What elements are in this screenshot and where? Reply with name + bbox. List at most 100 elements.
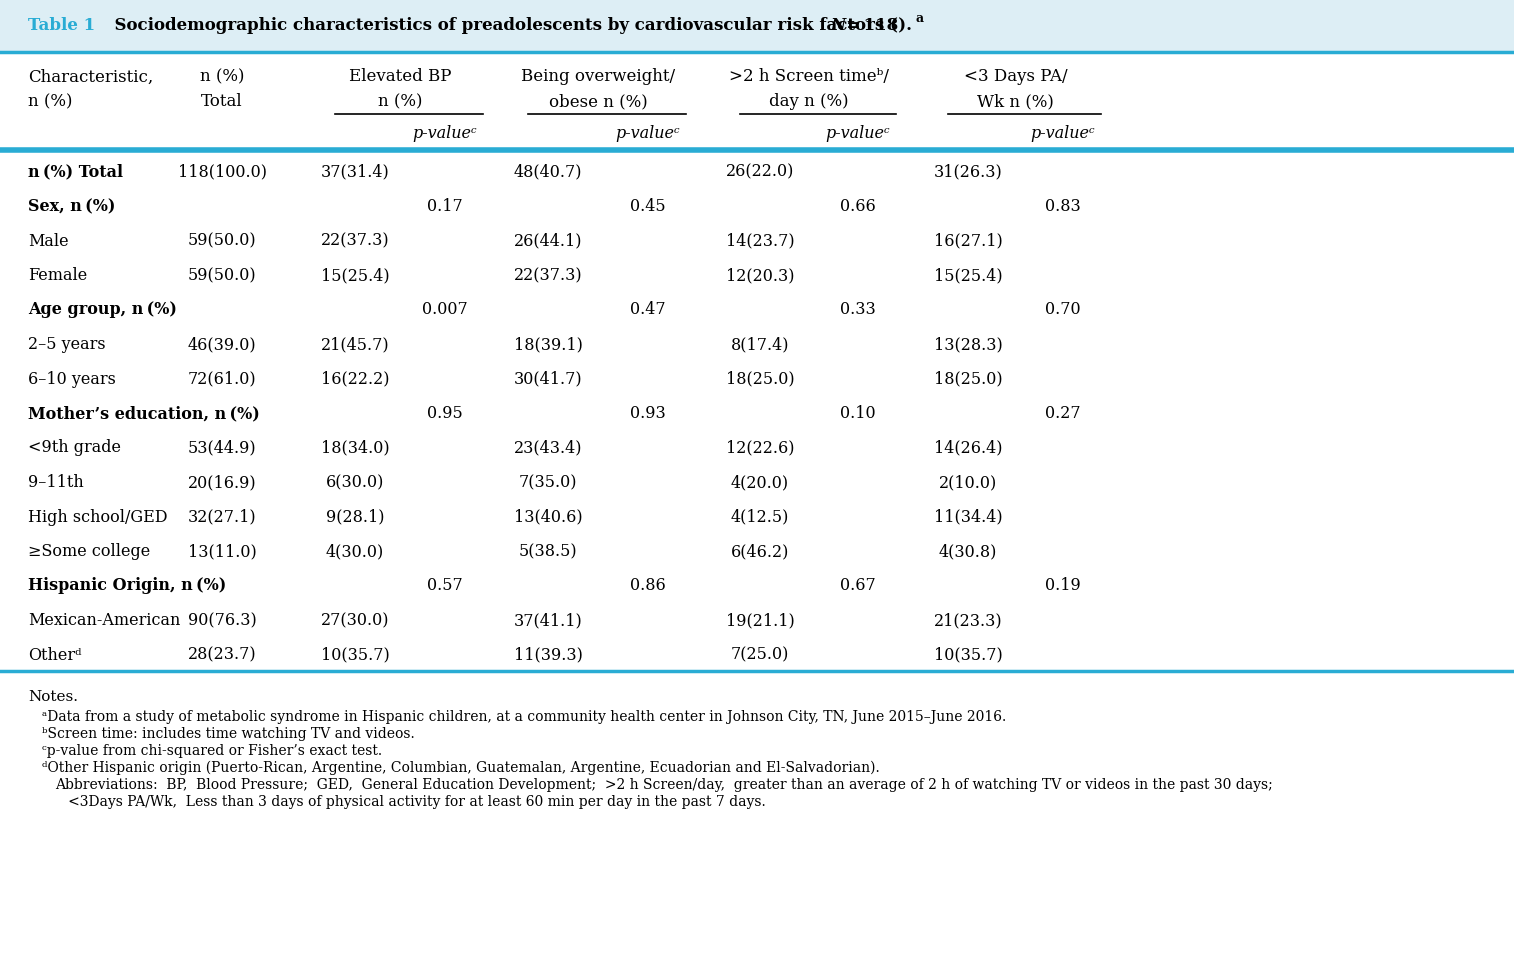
Text: 37(31.4): 37(31.4) (321, 163, 389, 181)
Text: 90(76.3): 90(76.3) (188, 612, 256, 629)
Text: 37(41.1): 37(41.1) (513, 612, 583, 629)
Text: Table 1: Table 1 (27, 17, 95, 34)
Text: 30(41.7): 30(41.7) (513, 370, 583, 388)
Text: Wk n (%): Wk n (%) (977, 93, 1054, 111)
Text: 2(10.0): 2(10.0) (939, 474, 998, 491)
Text: Abbreviations:  BP,  Blood Pressure;  GED,  General Education Development;  >2 h: Abbreviations: BP, Blood Pressure; GED, … (55, 778, 1273, 792)
Text: p-valueᶜ: p-valueᶜ (616, 125, 680, 143)
Text: 0.17: 0.17 (427, 198, 463, 215)
Text: 0.47: 0.47 (630, 301, 666, 319)
Text: 48(40.7): 48(40.7) (513, 163, 583, 181)
Text: p-valueᶜ: p-valueᶜ (825, 125, 890, 143)
Text: 12(20.3): 12(20.3) (725, 267, 795, 284)
Text: ≥Some college: ≥Some college (27, 543, 150, 560)
Text: 6–10 years: 6–10 years (27, 370, 117, 388)
Text: 28(23.7): 28(23.7) (188, 646, 256, 664)
Text: ᵃData from a study of metabolic syndrome in Hispanic children, at a community he: ᵃData from a study of metabolic syndrome… (42, 710, 1007, 724)
Text: 4(30.8): 4(30.8) (939, 543, 998, 560)
Text: 6(30.0): 6(30.0) (326, 474, 385, 491)
Text: 22(37.3): 22(37.3) (321, 232, 389, 250)
Text: Being overweight/: Being overweight/ (521, 68, 675, 86)
Text: 0.45: 0.45 (630, 198, 666, 215)
Text: 4(30.0): 4(30.0) (326, 543, 385, 560)
Text: 16(22.2): 16(22.2) (321, 370, 389, 388)
Text: 0.10: 0.10 (840, 405, 875, 422)
Text: 13(11.0): 13(11.0) (188, 543, 256, 560)
Text: 27(30.0): 27(30.0) (321, 612, 389, 629)
Text: n (%): n (%) (378, 93, 422, 111)
Text: 2–5 years: 2–5 years (27, 336, 106, 353)
Text: Male: Male (27, 232, 68, 250)
Text: 21(23.3): 21(23.3) (934, 612, 1002, 629)
Text: 46(39.0): 46(39.0) (188, 336, 256, 353)
Text: 8(17.4): 8(17.4) (731, 336, 789, 353)
Text: 0.66: 0.66 (840, 198, 877, 215)
Text: 12(22.6): 12(22.6) (725, 439, 795, 457)
Text: 5(38.5): 5(38.5) (519, 543, 577, 560)
Text: 18(25.0): 18(25.0) (725, 370, 795, 388)
Text: 0.007: 0.007 (422, 301, 468, 319)
Text: Hispanic Origin, n (%): Hispanic Origin, n (%) (27, 577, 226, 595)
Text: 0.27: 0.27 (1045, 405, 1081, 422)
Text: Mexican-American: Mexican-American (27, 612, 180, 629)
Text: 11(34.4): 11(34.4) (934, 508, 1002, 526)
Text: 18(39.1): 18(39.1) (513, 336, 583, 353)
Text: Elevated BP: Elevated BP (348, 68, 451, 86)
Text: 19(21.1): 19(21.1) (725, 612, 795, 629)
Text: Female: Female (27, 267, 88, 284)
Text: a: a (916, 13, 924, 25)
Text: 7(35.0): 7(35.0) (519, 474, 577, 491)
Text: 13(40.6): 13(40.6) (513, 508, 583, 526)
Text: 53(44.9): 53(44.9) (188, 439, 256, 457)
Text: 4(20.0): 4(20.0) (731, 474, 789, 491)
Text: 16(27.1): 16(27.1) (934, 232, 1002, 250)
Text: 32(27.1): 32(27.1) (188, 508, 256, 526)
Text: 0.70: 0.70 (1045, 301, 1081, 319)
Text: 11(39.3): 11(39.3) (513, 646, 583, 664)
Text: <9th grade: <9th grade (27, 439, 121, 457)
Text: 59(50.0): 59(50.0) (188, 267, 256, 284)
Text: day n (%): day n (%) (769, 93, 849, 111)
Text: n (%): n (%) (200, 68, 244, 86)
Text: 0.93: 0.93 (630, 405, 666, 422)
Text: 18(25.0): 18(25.0) (934, 370, 1002, 388)
Text: 0.86: 0.86 (630, 577, 666, 595)
Bar (0, 0, 1514, 52)
Text: 14(26.4): 14(26.4) (934, 439, 1002, 457)
Text: obese n (%): obese n (%) (548, 93, 648, 111)
Text: 0.57: 0.57 (427, 577, 463, 595)
Text: 7(25.0): 7(25.0) (731, 646, 789, 664)
Text: 14(23.7): 14(23.7) (725, 232, 795, 250)
Text: = 118).: = 118). (843, 17, 911, 34)
Text: 59(50.0): 59(50.0) (188, 232, 256, 250)
Text: N: N (830, 17, 845, 34)
Text: 72(61.0): 72(61.0) (188, 370, 256, 388)
Text: 0.67: 0.67 (840, 577, 877, 595)
Text: Sociodemographic characteristics of preadolescents by cardiovascular risk factor: Sociodemographic characteristics of prea… (103, 17, 901, 34)
Text: 21(45.7): 21(45.7) (321, 336, 389, 353)
Text: Sex, n (%): Sex, n (%) (27, 198, 115, 215)
Text: High school/GED: High school/GED (27, 508, 168, 526)
Text: ᵇScreen time: includes time watching TV and videos.: ᵇScreen time: includes time watching TV … (42, 727, 415, 741)
Text: 18(34.0): 18(34.0) (321, 439, 389, 457)
Text: 31(26.3): 31(26.3) (934, 163, 1002, 181)
Text: 13(28.3): 13(28.3) (934, 336, 1002, 353)
Text: <3 Days PA/: <3 Days PA/ (964, 68, 1067, 86)
Text: 20(16.9): 20(16.9) (188, 474, 256, 491)
Text: 10(35.7): 10(35.7) (934, 646, 1002, 664)
Text: 4(12.5): 4(12.5) (731, 508, 789, 526)
Text: n (%) Total: n (%) Total (27, 163, 123, 181)
Text: p-valueᶜ: p-valueᶜ (413, 125, 477, 143)
Text: 0.83: 0.83 (1045, 198, 1081, 215)
Text: Notes.: Notes. (27, 690, 79, 704)
Text: 118(100.0): 118(100.0) (177, 163, 266, 181)
Text: Characteristic,: Characteristic, (27, 68, 153, 86)
Text: Total: Total (201, 93, 242, 111)
Text: 9(28.1): 9(28.1) (326, 508, 385, 526)
Text: Mother’s education, n (%): Mother’s education, n (%) (27, 405, 260, 422)
Text: 9–11th: 9–11th (27, 474, 83, 491)
Text: 15(25.4): 15(25.4) (934, 267, 1002, 284)
Text: p-valueᶜ: p-valueᶜ (1031, 125, 1095, 143)
Text: 10(35.7): 10(35.7) (321, 646, 389, 664)
Text: n (%): n (%) (27, 93, 73, 111)
